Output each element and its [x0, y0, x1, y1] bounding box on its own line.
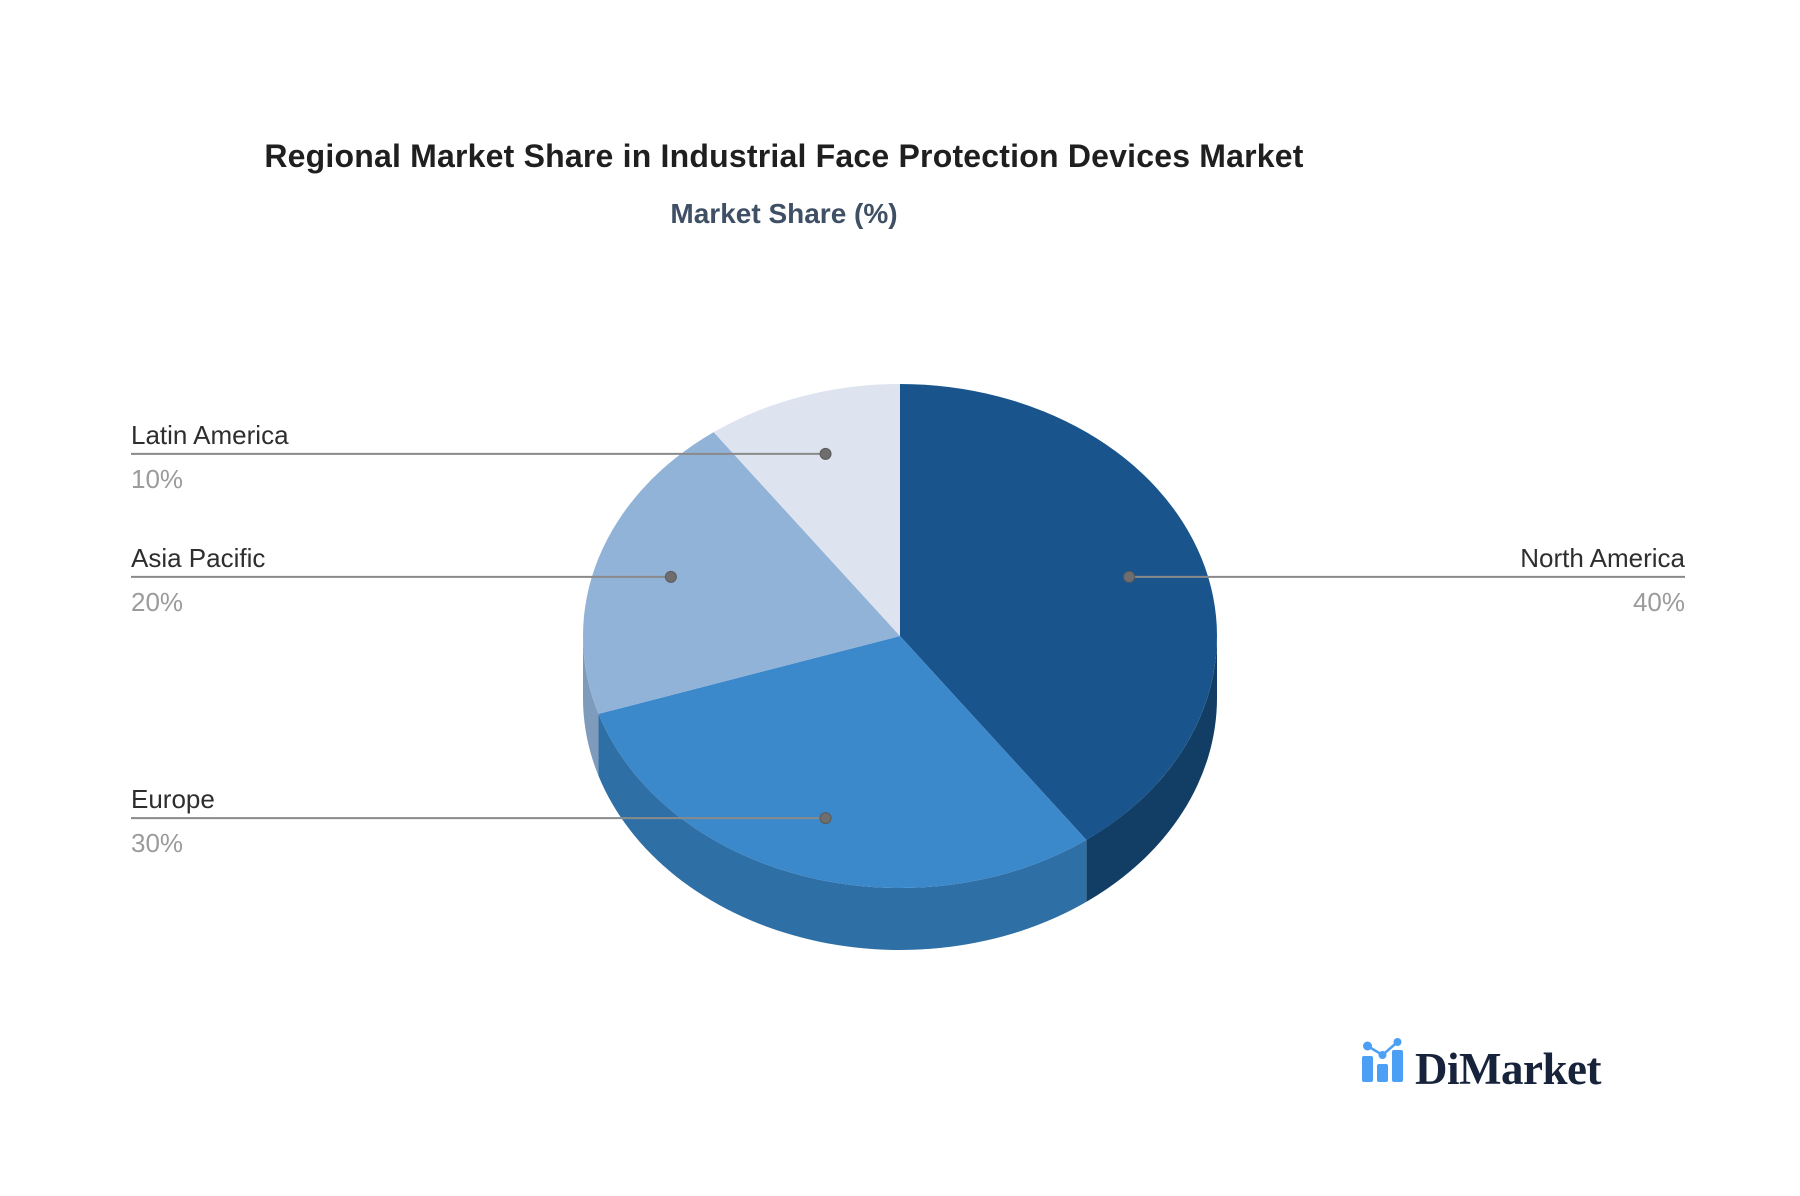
- slice-label-north-america: North America: [1520, 543, 1685, 573]
- pie-slice-side-asia-pacific: [583, 636, 599, 776]
- pie-slice-north-america[interactable]: [900, 384, 1217, 840]
- pie-slice-asia-pacific[interactable]: [583, 432, 900, 714]
- slice-value-north-america: 40%: [1633, 587, 1685, 617]
- chart-title: Regional Market Share in Industrial Face…: [264, 138, 1304, 174]
- connector-dot-north-america: [1123, 570, 1136, 583]
- slice-value-latin-america: 10%: [131, 464, 183, 494]
- slice-value-asia-pacific: 20%: [131, 587, 183, 617]
- connector-dot-europe: [819, 812, 832, 825]
- pie-slice-latin-america[interactable]: [713, 384, 900, 636]
- logo-chart-icon: [1362, 1038, 1403, 1082]
- slice-label-latin-america: Latin America: [131, 420, 289, 450]
- pie-slice-europe[interactable]: [598, 636, 1087, 888]
- connector-dot-asia-pacific: [664, 570, 677, 583]
- logo-text: DiMarket: [1415, 1044, 1601, 1094]
- chart-subtitle: Market Share (%): [670, 198, 898, 229]
- slice-label-europe: Europe: [131, 784, 215, 814]
- slice-label-asia-pacific: Asia Pacific: [131, 543, 265, 573]
- pie-slice-side-europe: [598, 713, 1087, 950]
- connector-dot-latin-america: [819, 447, 832, 460]
- brand-logo: DiMarket: [1362, 1038, 1601, 1092]
- pie-slice-side-north-america: [1086, 636, 1217, 902]
- slice-value-europe: 30%: [131, 828, 183, 858]
